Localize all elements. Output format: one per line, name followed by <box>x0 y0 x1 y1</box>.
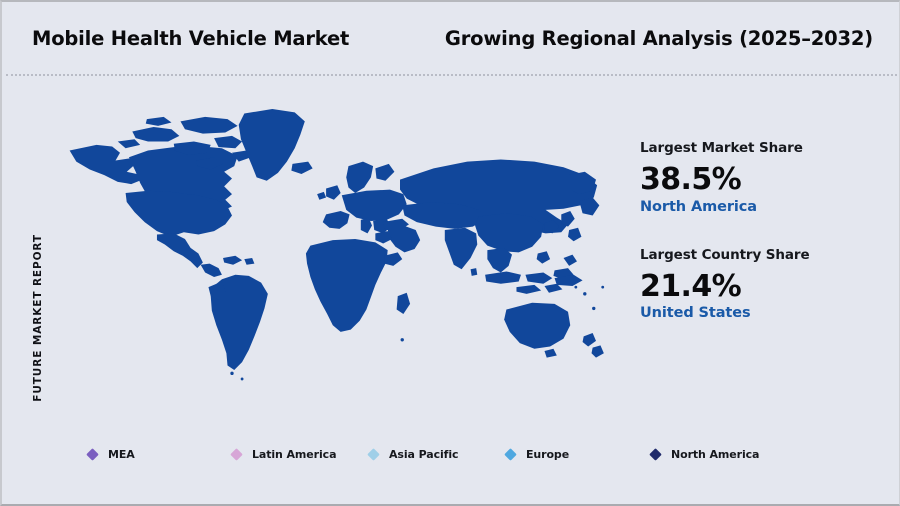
legend-item-asia-pacific: Asia Pacific <box>367 448 459 461</box>
legend-label: MEA <box>108 448 135 461</box>
page-subtitle: Growing Regional Analysis (2025–2032) <box>444 26 873 50</box>
legend-item-mea: MEA <box>86 448 135 461</box>
stat-value: 38.5% <box>640 162 742 197</box>
legend-label: Asia Pacific <box>389 448 459 461</box>
stats-panel: Largest Market Share 38.5% North America… <box>640 140 880 353</box>
stat-region: United States <box>640 305 751 321</box>
world-map <box>64 90 624 412</box>
legend-marker-diamond-icon <box>367 448 380 461</box>
legend-marker-diamond-icon <box>230 448 243 461</box>
world-map-landmasses <box>69 109 605 381</box>
stat-label: Largest Market Share <box>640 140 803 156</box>
header-divider <box>6 74 897 76</box>
legend-label: North America <box>671 448 760 461</box>
stat-label: Largest Country Share <box>640 246 810 263</box>
legend-marker-diamond-icon <box>504 448 517 461</box>
brand-vertical-label: FUTURE MARKET REPORT <box>32 234 44 402</box>
legend-item-latin-america: Latin America <box>230 448 337 461</box>
header: Mobile Health Vehicle Market Growing Reg… <box>2 2 899 74</box>
page-title: Mobile Health Vehicle Market <box>32 26 350 50</box>
legend-item-north-america: North America <box>649 448 760 461</box>
world-map-svg <box>69 109 605 381</box>
legend-marker-diamond-icon <box>649 448 662 461</box>
legend-label: Latin America <box>252 448 337 461</box>
legend-label: Europe <box>526 448 570 461</box>
map-legend: MEA Latin America Asia Pacific Europe No… <box>86 448 788 468</box>
stat-region: North America <box>640 198 757 215</box>
stat-largest-market-share: Largest Market Share 38.5% North America <box>640 140 880 215</box>
legend-marker-diamond-icon <box>86 448 99 461</box>
stat-value: 21.4% <box>640 268 742 304</box>
stat-largest-country-share: Largest Country Share 21.4% United State… <box>640 247 880 322</box>
legend-item-europe: Europe <box>504 448 570 461</box>
